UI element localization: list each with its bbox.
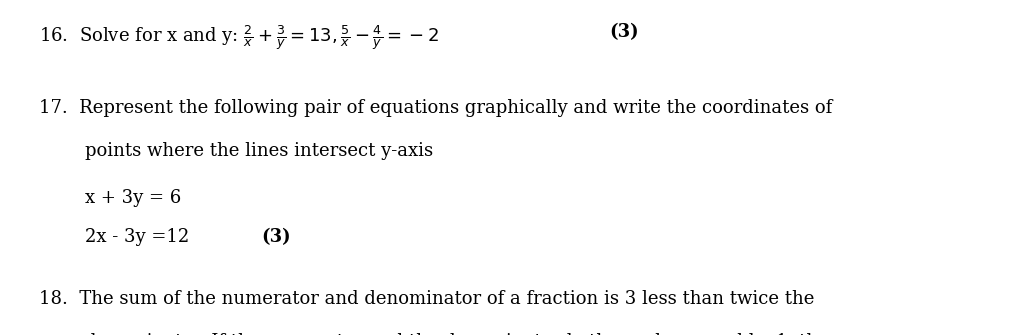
Text: (3): (3) [261,228,291,246]
Text: 18.  The sum of the numerator and denominator of a fraction is 3 less than twice: 18. The sum of the numerator and denomin… [39,290,814,308]
Text: x + 3y = 6: x + 3y = 6 [85,189,181,207]
Text: 17.  Represent the following pair of equations graphically and write the coordin: 17. Represent the following pair of equa… [39,99,833,117]
Text: 2x - 3y =12: 2x - 3y =12 [85,228,195,246]
Text: (3): (3) [609,23,639,42]
Text: points where the lines intersect y-axis: points where the lines intersect y-axis [85,142,433,160]
Text: 16.  Solve for x and y: $\frac{2}{x}+\frac{3}{y}=13,\frac{5}{x}-\frac{4}{y}=-2$: 16. Solve for x and y: $\frac{2}{x}+\fra… [39,23,439,52]
Text: denominator. If the numerator and the denominator both are decreased by 1, the: denominator. If the numerator and the de… [85,333,828,335]
